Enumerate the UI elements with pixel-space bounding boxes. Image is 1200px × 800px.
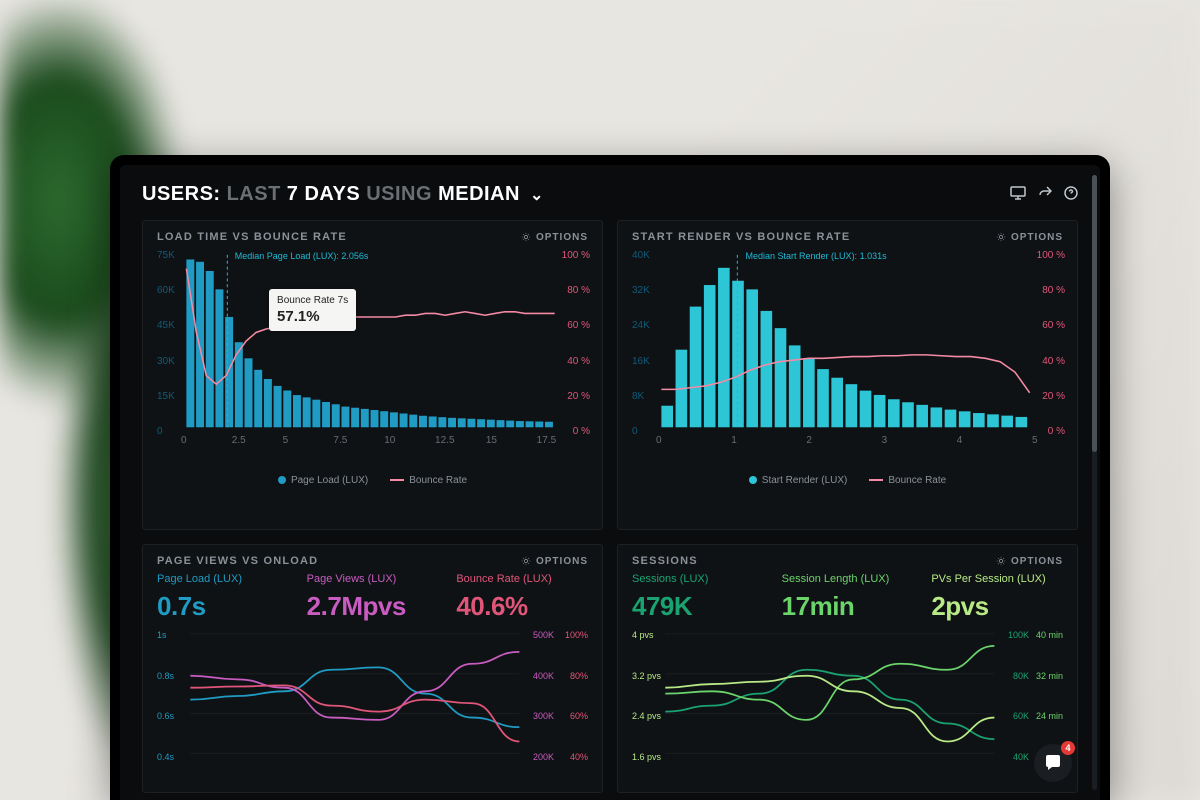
title-last: LAST xyxy=(227,183,281,206)
panel3-options-button[interactable]: OPTIONS xyxy=(521,556,588,567)
laptop-frame: USERS: LAST 7 DAYS USING MEDIAN ⌄ xyxy=(110,155,1110,800)
chat-badge: 4 xyxy=(1061,741,1075,755)
panel2-options-button[interactable]: OPTIONS xyxy=(996,232,1063,243)
scrollbar[interactable] xyxy=(1092,175,1097,790)
page-title-dropdown[interactable]: USERS: LAST 7 DAYS USING MEDIAN ⌄ xyxy=(142,183,544,206)
panel-page-views: PAGE VIEWS VS ONLOAD OPTIONS Page Load (… xyxy=(142,544,603,793)
panel4-lines: 4 pvs3.2 pvs2.4 pvs1.6 pvs100K80K60K40K4… xyxy=(632,630,1063,770)
panel1-chart: 75K60K45K30K15K0100 %80 %60 %40 %20 %0 %… xyxy=(157,249,588,469)
panel-load-time: LOAD TIME VS BOUNCE RATE OPTIONS 75K60K4… xyxy=(142,220,603,530)
panel3-lines: 1s0.8s0.6s0.4s500K400K300K200K100%80%60%… xyxy=(157,630,588,770)
gear-icon xyxy=(521,556,531,566)
gear-icon xyxy=(996,556,1006,566)
panel4-metrics: Sessions (LUX)479KSession Length (LUX)17… xyxy=(632,573,1063,622)
dashboard-screen: USERS: LAST 7 DAYS USING MEDIAN ⌄ xyxy=(120,165,1100,800)
monitor-icon[interactable] xyxy=(1010,186,1026,203)
panel1-legend: Page Load (LUX)Bounce Rate xyxy=(157,475,588,486)
panel3-metrics: Page Load (LUX)0.7sPage Views (LUX)2.7Mp… xyxy=(157,573,588,622)
panel4-title: SESSIONS xyxy=(632,555,698,567)
panel2-title: START RENDER VS BOUNCE RATE xyxy=(632,231,850,243)
header-icons xyxy=(1010,186,1078,203)
panel2-legend: Start Render (LUX)Bounce Rate xyxy=(632,475,1063,486)
title-using: USING xyxy=(366,183,432,206)
title-metric: MEDIAN xyxy=(438,183,520,206)
chevron-down-icon: ⌄ xyxy=(530,185,544,205)
title-days: 7 DAYS xyxy=(287,183,360,206)
share-icon[interactable] xyxy=(1038,186,1052,203)
panel1-title: LOAD TIME VS BOUNCE RATE xyxy=(157,231,347,243)
chat-button[interactable]: 4 xyxy=(1034,744,1072,782)
panel-sessions: SESSIONS OPTIONS Sessions (LUX)479KSessi… xyxy=(617,544,1078,793)
panel-grid: LOAD TIME VS BOUNCE RATE OPTIONS 75K60K4… xyxy=(142,220,1078,793)
panel1-options-button[interactable]: OPTIONS xyxy=(521,232,588,243)
title-prefix: USERS: xyxy=(142,183,221,206)
panel2-chart: 40K32K24K16K8K0100 %80 %60 %40 %20 %0 %0… xyxy=(632,249,1063,469)
gear-icon xyxy=(521,232,531,242)
panel-start-render: START RENDER VS BOUNCE RATE OPTIONS 40K3… xyxy=(617,220,1078,530)
help-icon[interactable] xyxy=(1064,186,1078,203)
header: USERS: LAST 7 DAYS USING MEDIAN ⌄ xyxy=(142,183,1078,206)
gear-icon xyxy=(996,232,1006,242)
panel3-title: PAGE VIEWS VS ONLOAD xyxy=(157,555,318,567)
panel4-options-button[interactable]: OPTIONS xyxy=(996,556,1063,567)
